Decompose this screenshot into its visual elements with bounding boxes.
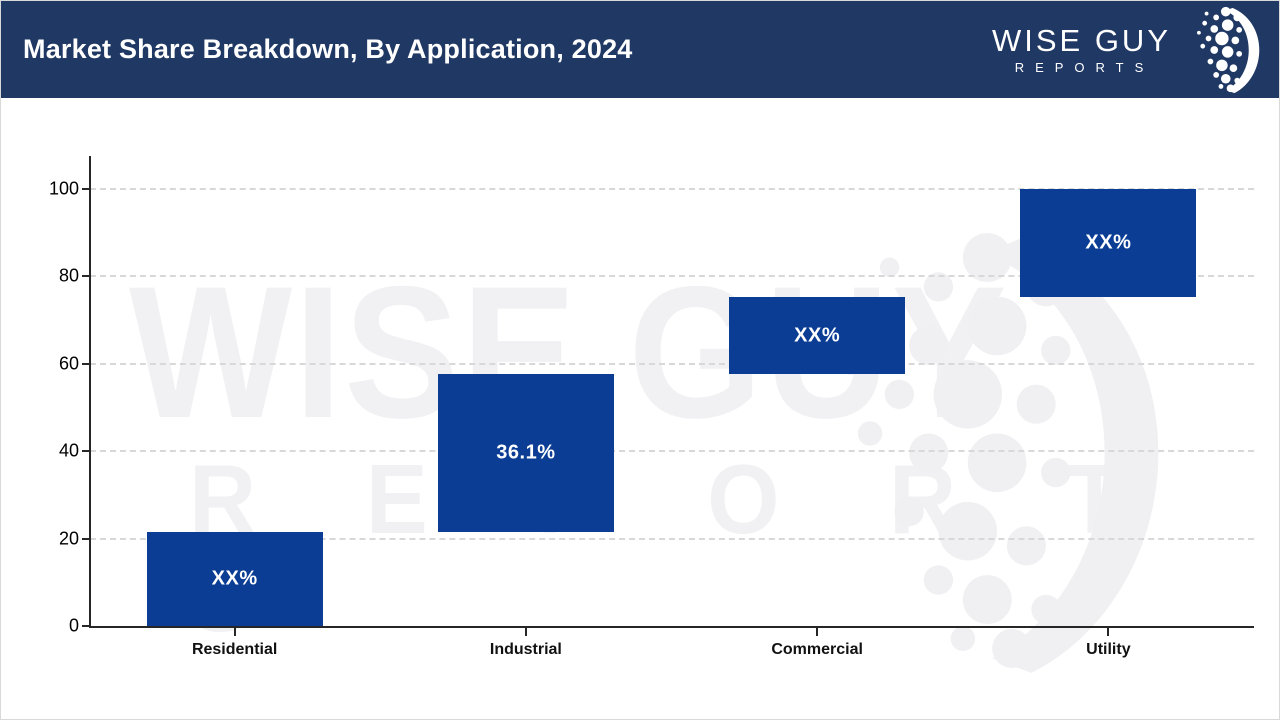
y-tick-mark bbox=[82, 275, 89, 277]
gridline bbox=[90, 450, 1254, 452]
y-tick-label: 0 bbox=[68, 615, 79, 636]
bar-value-label: XX% bbox=[1085, 231, 1132, 254]
x-axis-line bbox=[89, 626, 1254, 628]
bar-value-label: XX% bbox=[794, 324, 841, 346]
logo-wordmark: WISE GUY bbox=[991, 22, 1171, 58]
y-tick-label: 60 bbox=[58, 353, 79, 373]
x-category-label: Utility bbox=[1086, 641, 1131, 658]
y-tick-mark bbox=[82, 625, 89, 627]
bar-value-label: XX% bbox=[211, 567, 258, 590]
y-tick-label: 80 bbox=[58, 265, 79, 286]
y-tick-mark bbox=[82, 450, 89, 452]
x-category-label: Industrial bbox=[489, 641, 562, 658]
y-tick-mark bbox=[82, 187, 89, 190]
y-tick-label: 20 bbox=[58, 528, 79, 548]
logo-subtitle: REPORTS bbox=[1014, 59, 1155, 75]
x-category-label: Residential bbox=[191, 641, 278, 658]
gridline bbox=[90, 187, 1254, 190]
x-tick-mark bbox=[1107, 628, 1110, 636]
y-tick-label: 40 bbox=[58, 440, 79, 461]
gridline bbox=[90, 362, 1254, 365]
x-tick-mark bbox=[816, 628, 819, 636]
y-axis-line bbox=[89, 156, 91, 628]
chart-title: Market Share Breakdown, By Application, … bbox=[23, 34, 633, 64]
dotted-head-icon bbox=[1197, 6, 1260, 93]
y-tick-label: 100 bbox=[48, 178, 79, 198]
bar-value-label: 36.1% bbox=[496, 441, 556, 464]
bar-residential bbox=[146, 531, 323, 626]
bar-industrial bbox=[437, 374, 614, 532]
x-category-label: Commercial bbox=[771, 641, 863, 658]
x-tick-mark bbox=[233, 628, 236, 636]
header-bar: Market Share Breakdown, By Application, … bbox=[1, 1, 1279, 98]
x-tick-mark bbox=[524, 628, 527, 636]
gridline bbox=[90, 275, 1254, 277]
gridline bbox=[90, 537, 1254, 540]
y-tick-mark bbox=[82, 362, 89, 365]
logo-text: WISE GUY REPORTS bbox=[992, 25, 1171, 75]
wise-guy-reports-logo: WISE GUY REPORTS bbox=[992, 4, 1279, 96]
y-tick-mark bbox=[82, 537, 89, 540]
